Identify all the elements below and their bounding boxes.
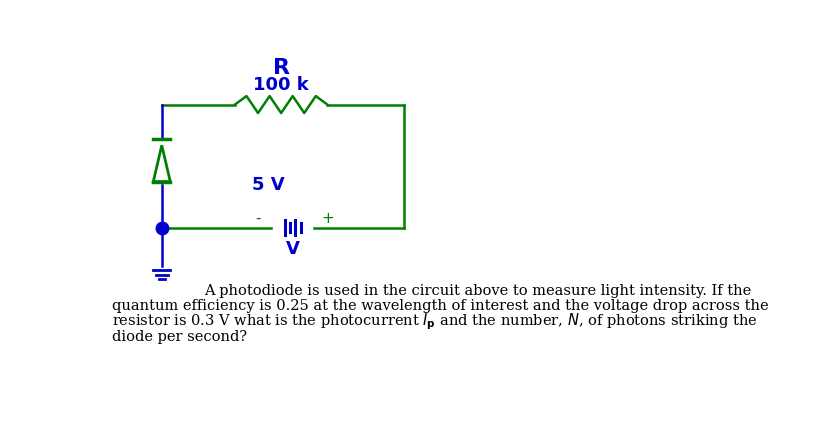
Text: 100 k: 100 k xyxy=(253,76,309,94)
Text: R: R xyxy=(273,57,290,78)
Text: V: V xyxy=(286,240,299,258)
Text: diode per second?: diode per second? xyxy=(112,330,247,344)
Text: resistor is 0.3 V what is the photocurrent $\mathit{I}_\mathbf{p}$ and the numbe: resistor is 0.3 V what is the photocurre… xyxy=(112,311,757,332)
Text: -: - xyxy=(255,211,261,226)
Text: +: + xyxy=(321,211,334,226)
Text: 5 V: 5 V xyxy=(252,176,284,195)
Text: A photodiode is used in the circuit above to measure light intensity. If the: A photodiode is used in the circuit abov… xyxy=(204,284,752,298)
Text: quantum efficiency is 0.25 at the wavelength of interest and the voltage drop ac: quantum efficiency is 0.25 at the wavele… xyxy=(112,299,769,313)
